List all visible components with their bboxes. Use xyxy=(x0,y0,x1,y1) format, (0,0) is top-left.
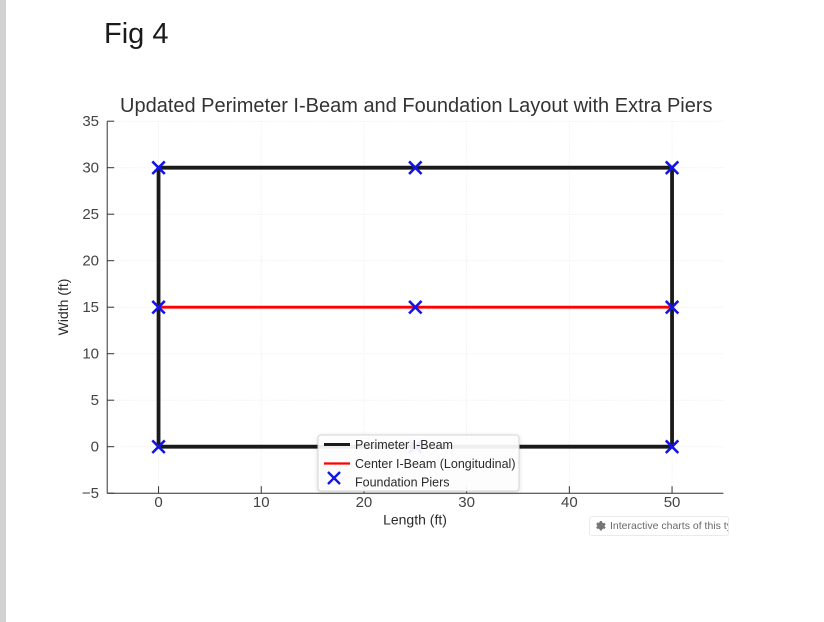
svg-text:Center I-Beam (Longitudinal): Center I-Beam (Longitudinal) xyxy=(355,457,516,471)
svg-text:20: 20 xyxy=(82,253,99,270)
svg-text:0: 0 xyxy=(154,494,162,511)
svg-text:20: 20 xyxy=(356,494,373,511)
svg-text:10: 10 xyxy=(253,494,270,511)
svg-text:30: 30 xyxy=(82,160,99,177)
svg-text:40: 40 xyxy=(561,494,578,511)
svg-text:Width (ft): Width (ft) xyxy=(55,279,71,336)
svg-text:−5: −5 xyxy=(82,485,99,502)
svg-text:Perimeter I-Beam: Perimeter I-Beam xyxy=(355,438,453,452)
svg-text:Length (ft): Length (ft) xyxy=(383,512,447,528)
svg-text:50: 50 xyxy=(664,494,681,511)
svg-text:30: 30 xyxy=(458,494,475,511)
svg-text:25: 25 xyxy=(82,206,99,223)
svg-text:5: 5 xyxy=(91,392,99,409)
svg-text:0: 0 xyxy=(91,439,99,456)
svg-text:35: 35 xyxy=(82,113,99,130)
svg-text:Foundation Piers: Foundation Piers xyxy=(355,476,450,490)
svg-text:10: 10 xyxy=(82,346,99,363)
svg-text:15: 15 xyxy=(82,299,99,316)
